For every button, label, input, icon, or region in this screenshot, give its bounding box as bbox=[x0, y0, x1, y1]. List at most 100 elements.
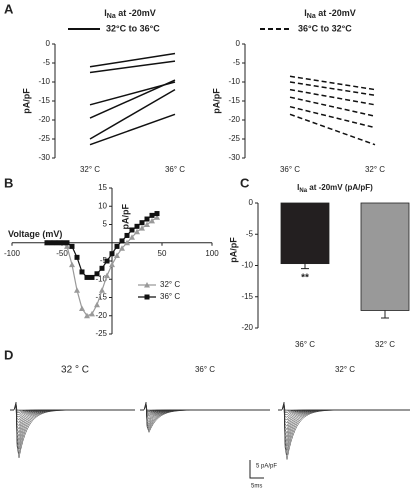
x-tick-label: -100 bbox=[4, 249, 21, 258]
data-point bbox=[89, 274, 95, 280]
y-tick-label: -25 bbox=[38, 134, 50, 143]
title-main: I bbox=[304, 8, 307, 18]
y-tick-label: 5 bbox=[103, 220, 108, 229]
series-line bbox=[289, 88, 376, 106]
current-trace bbox=[278, 403, 410, 431]
data-point bbox=[154, 211, 160, 217]
current-trace bbox=[10, 403, 135, 427]
series-line bbox=[289, 113, 376, 146]
legend-marker bbox=[144, 294, 150, 300]
data-point bbox=[49, 240, 55, 246]
data-point bbox=[44, 240, 50, 246]
data-point bbox=[144, 221, 150, 227]
data-point bbox=[144, 216, 150, 222]
x-tick-label: 100 bbox=[205, 249, 219, 258]
data-point bbox=[94, 301, 100, 308]
data-point bbox=[64, 240, 70, 246]
y-tick-label: -10 bbox=[95, 274, 107, 283]
panel-letter: B bbox=[4, 175, 13, 190]
bar bbox=[280, 202, 330, 265]
data-point bbox=[89, 310, 95, 317]
data-point bbox=[79, 269, 85, 275]
x-tick-label: -50 bbox=[56, 249, 68, 258]
data-point bbox=[84, 312, 90, 319]
data-point bbox=[114, 243, 120, 249]
panel-letter: A bbox=[4, 1, 14, 16]
y-axis-label: pA/pF bbox=[120, 204, 130, 230]
y-tick-label: -5 bbox=[100, 256, 108, 265]
data-point bbox=[69, 243, 75, 249]
data-point bbox=[109, 261, 115, 268]
data-point bbox=[69, 261, 75, 268]
y-tick-label: -15 bbox=[241, 292, 253, 301]
data-point bbox=[119, 245, 125, 251]
y-tick-label: -10 bbox=[228, 77, 240, 86]
title-subscript: Na bbox=[107, 13, 116, 20]
data-point bbox=[99, 287, 105, 293]
y-tick-label: -30 bbox=[228, 153, 240, 162]
y-tick-label: -20 bbox=[228, 115, 240, 124]
x-tick-label: 36° C bbox=[280, 165, 300, 174]
y-tick-label: -20 bbox=[38, 115, 50, 124]
y-tick-label: 10 bbox=[98, 201, 107, 210]
y-tick-label: 15 bbox=[98, 183, 107, 192]
current-trace bbox=[140, 403, 270, 423]
data-point bbox=[134, 223, 140, 229]
panel-letter: D bbox=[4, 347, 13, 362]
current-trace bbox=[10, 404, 135, 442]
data-point bbox=[94, 271, 100, 277]
data-point bbox=[109, 251, 115, 257]
error-bar bbox=[381, 310, 389, 319]
y-axis-label: pA/pF bbox=[21, 88, 31, 114]
y-tick-label: 0 bbox=[236, 39, 241, 48]
x-tick-label: 32° C bbox=[365, 165, 385, 174]
scale-bar bbox=[249, 460, 264, 479]
data-point bbox=[154, 214, 160, 220]
y-tick-label: -15 bbox=[38, 96, 50, 105]
current-trace bbox=[10, 401, 135, 411]
series-line bbox=[289, 81, 376, 97]
y-tick-label: -15 bbox=[228, 96, 240, 105]
legend-label: 36°C to 32°C bbox=[298, 23, 352, 33]
series-line bbox=[89, 60, 176, 74]
data-point bbox=[124, 232, 130, 238]
data-point bbox=[139, 225, 145, 231]
current-trace bbox=[140, 404, 270, 434]
data-point bbox=[139, 220, 145, 226]
series-line bbox=[89, 79, 176, 119]
title-subscript: Na bbox=[307, 13, 316, 20]
current-trace bbox=[140, 403, 270, 421]
annotation: ** bbox=[301, 272, 309, 283]
data-point bbox=[104, 272, 110, 279]
y-tick-label: -10 bbox=[241, 261, 253, 270]
data-point bbox=[99, 265, 105, 271]
trace-label: 32° C bbox=[335, 365, 355, 374]
title-main: I bbox=[104, 8, 107, 18]
data-point bbox=[104, 258, 110, 264]
y-tick-label: -5 bbox=[246, 229, 254, 238]
current-trace bbox=[278, 401, 410, 411]
data-point bbox=[79, 305, 85, 311]
x-tick-label: 50 bbox=[158, 249, 167, 258]
current-trace bbox=[10, 404, 135, 459]
current-trace bbox=[140, 401, 270, 411]
bar bbox=[360, 202, 410, 311]
current-trace bbox=[140, 404, 270, 429]
y-tick-label: 0 bbox=[249, 198, 254, 207]
series-line bbox=[289, 105, 376, 129]
panel-letter: C bbox=[240, 175, 250, 190]
current-trace bbox=[278, 404, 410, 460]
y-axis-label: pA/pF bbox=[211, 88, 221, 114]
title-suffix: at -20mV (pA/pF) bbox=[307, 183, 373, 192]
current-trace bbox=[278, 402, 410, 416]
legend-label: 32°C to 36°C bbox=[106, 23, 160, 33]
y-tick-label: -10 bbox=[38, 77, 50, 86]
data-point bbox=[129, 227, 135, 233]
legend-label: 32° C bbox=[160, 280, 180, 289]
chart-title: INa at -20mV (pA/pF) bbox=[297, 183, 373, 193]
scale-x-label: 5ms bbox=[251, 484, 262, 490]
y-tick-label: -25 bbox=[95, 329, 107, 338]
y-tick-label: 0 bbox=[46, 39, 51, 48]
legend-marker bbox=[144, 282, 150, 288]
